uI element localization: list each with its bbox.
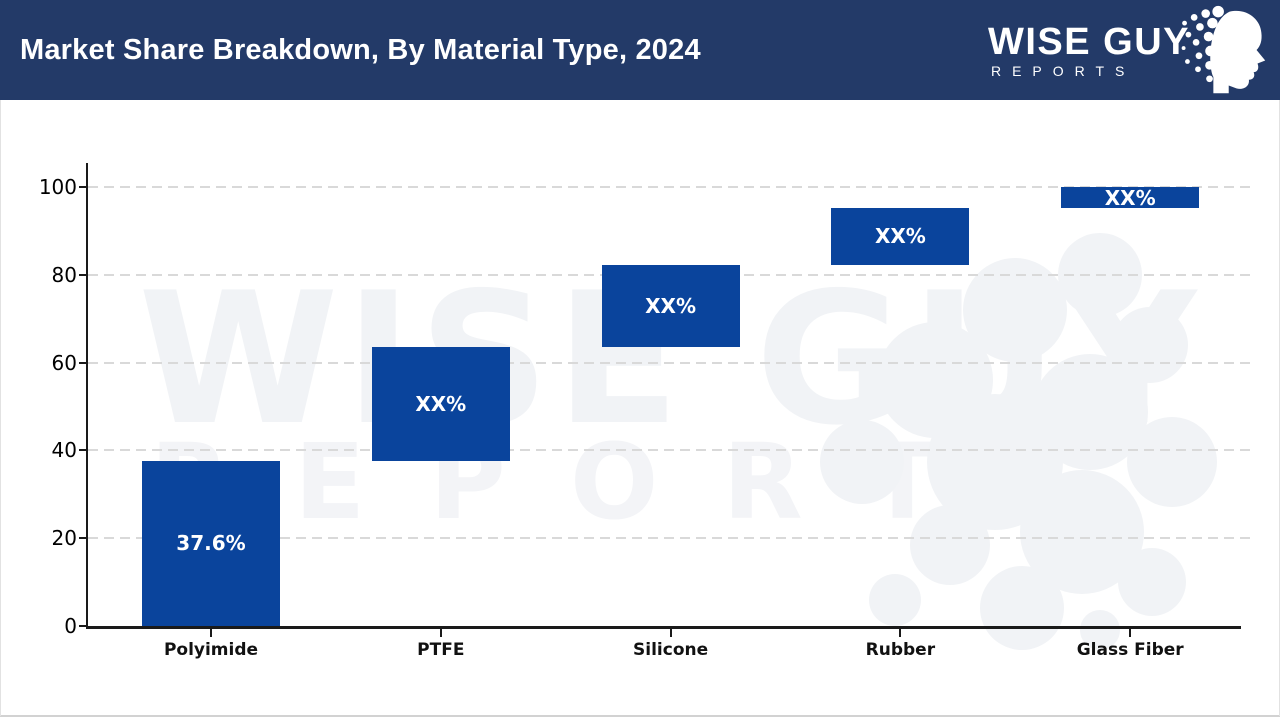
x-tick-2 — [669, 629, 672, 637]
watermark-head-icon — [820, 233, 1217, 650]
y-tick-0 — [79, 625, 87, 627]
wiseguy-logo: WISE GUY REPORTS — [988, 5, 1280, 95]
gridline-40 — [88, 449, 1256, 452]
x-category-label: PTFE — [417, 640, 465, 660]
bar-value-label: XX% — [874, 224, 926, 249]
gridline-100 — [88, 186, 1256, 188]
y-tick-label-100: 100 — [38, 175, 77, 199]
y-tick-label-60: 60 — [51, 350, 77, 375]
gridline-60 — [88, 361, 1256, 364]
y-tick-60 — [79, 361, 87, 364]
bar-silicone — [601, 264, 740, 348]
logo-wordmark: WISE GUY REPORTS — [988, 23, 1190, 78]
gridline-20 — [88, 537, 1256, 540]
x-category-label: Silicone — [633, 640, 709, 660]
y-tick-100 — [79, 186, 87, 188]
bar-polyimide — [142, 460, 280, 626]
x-category-label: Glass Fiber — [1076, 640, 1184, 660]
logo-head-icon — [1181, 5, 1266, 94]
y-axis-spine — [86, 163, 88, 626]
x-category-label: Polyimide — [163, 640, 259, 660]
y-tick-label-20: 20 — [51, 526, 77, 551]
bar-rubber — [831, 208, 970, 265]
y-tick-20 — [79, 537, 87, 540]
x-category-label: Rubber — [865, 640, 936, 660]
y-tick-label-0: 0 — [64, 614, 77, 638]
x-tick-4 — [1129, 629, 1132, 637]
page-title: Market Share Breakdown, By Material Type… — [20, 33, 701, 66]
x-tick-3 — [899, 629, 902, 637]
bar-glass-fiber — [1061, 187, 1200, 209]
x-tick-1 — [439, 629, 442, 637]
bar-ptfe — [371, 347, 510, 461]
bar-value-label: XX% — [415, 392, 467, 417]
bar-value-label: 37.6% — [176, 531, 246, 556]
header-bar: Market Share Breakdown, By Material Type… — [0, 0, 1280, 100]
logo-text-reports: REPORTS — [990, 62, 1136, 79]
x-tick-0 — [210, 629, 212, 637]
y-tick-label-40: 40 — [51, 438, 77, 463]
y-tick-label-80: 80 — [51, 262, 77, 287]
left-border-line — [0, 100, 1, 716]
x-axis-spine — [86, 626, 1241, 629]
bar-value-label: XX% — [1104, 185, 1156, 210]
bottom-border-line — [0, 715, 1280, 717]
y-tick-80 — [79, 273, 87, 276]
y-tick-40 — [79, 449, 87, 452]
logo-text-wiseguy: WISE GUY — [987, 20, 1190, 63]
bar-value-label: XX% — [645, 293, 697, 318]
